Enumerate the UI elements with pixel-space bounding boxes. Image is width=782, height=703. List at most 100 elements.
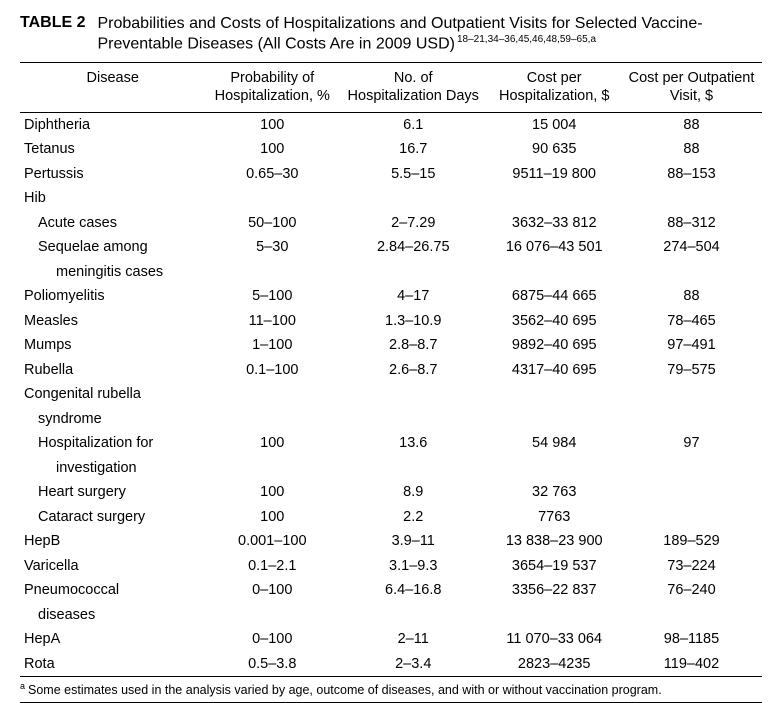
cell-prob: 11–100 [206,309,340,334]
cell-disease: meningitis cases [20,260,206,285]
cell-disease: Diphtheria [20,112,206,137]
cell-costo: 88 [621,112,762,137]
table-row: Sequelae among5–302.84–26.7516 076–43 50… [20,235,762,260]
cell-costh: 15 004 [487,112,621,137]
cell-costo [621,603,762,628]
table-row: Cataract surgery1002.27763 [20,505,762,530]
cell-disease: Tetanus [20,137,206,162]
cell-costh: 3654–19 537 [487,554,621,579]
cell-days: 3.9–11 [339,529,487,554]
cell-days: 4–17 [339,284,487,309]
cell-days: 2–11 [339,627,487,652]
cell-disease: Congenital rubella [20,382,206,407]
table-row: Tetanus10016.790 63588 [20,137,762,162]
cell-disease: Pertussis [20,162,206,187]
cell-costh: 54 984 [487,431,621,456]
cell-costh: 11 070–33 064 [487,627,621,652]
cell-days [339,603,487,628]
cell-disease: Heart surgery [20,480,206,505]
table-body: Diphtheria1006.115 00488Tetanus10016.790… [20,112,762,677]
cell-days: 3.1–9.3 [339,554,487,579]
cell-costo [621,382,762,407]
cell-days: 2–7.29 [339,211,487,236]
cell-days [339,186,487,211]
cell-days: 2–3.4 [339,652,487,677]
cell-days: 1.3–10.9 [339,309,487,334]
cell-prob: 0.1–100 [206,358,340,383]
table-row: Pertussis0.65–305.5–159511–19 80088–153 [20,162,762,187]
cell-costh [487,382,621,407]
cell-prob [206,456,340,481]
cell-prob: 50–100 [206,211,340,236]
cell-costh: 3562–40 695 [487,309,621,334]
cell-costo [621,480,762,505]
cell-days: 2.8–8.7 [339,333,487,358]
table-row: Hib [20,186,762,211]
cell-disease: Rota [20,652,206,677]
cell-costo [621,505,762,530]
cell-costh: 4317–40 695 [487,358,621,383]
cell-prob: 100 [206,480,340,505]
cell-costh: 16 076–43 501 [487,235,621,260]
title-line-1: Probabilities and Costs of Hospitalizati… [97,15,702,32]
cell-prob: 0.1–2.1 [206,554,340,579]
col-header-costout-l2: Visit, $ [670,88,713,104]
col-header-prob-l2: Hospitalization, % [215,88,330,104]
table-row: Heart surgery1008.932 763 [20,480,762,505]
title-superscript: 18–21,34–36,45,46,48,59–65,a [457,34,596,45]
cell-costh: 9892–40 695 [487,333,621,358]
cell-costh: 90 635 [487,137,621,162]
cell-disease: Hib [20,186,206,211]
title-line-2: Preventable Diseases (All Costs Are in 2… [97,35,455,52]
cell-costo: 119–402 [621,652,762,677]
col-header-costhosp-l1: Cost per [527,70,582,86]
cell-prob: 5–30 [206,235,340,260]
cell-disease: Measles [20,309,206,334]
cell-disease: HepB [20,529,206,554]
cell-days: 5.5–15 [339,162,487,187]
cell-costo [621,186,762,211]
cell-days: 13.6 [339,431,487,456]
cell-costo [621,407,762,432]
cell-disease: Rubella [20,358,206,383]
cell-costo: 73–224 [621,554,762,579]
cell-days [339,407,487,432]
cell-costo [621,456,762,481]
table-row: Poliomyelitis5–1004–176875–44 66588 [20,284,762,309]
table-row: Congenital rubella [20,382,762,407]
cell-days: 2.6–8.7 [339,358,487,383]
cell-disease: syndrome [20,407,206,432]
table-row: Hospitalization for10013.654 98497 [20,431,762,456]
cell-costo: 88 [621,284,762,309]
col-header-costhosp: Cost per Hospitalization, $ [487,63,621,112]
col-header-costout-l1: Cost per Outpatient [629,70,755,86]
cell-prob [206,260,340,285]
cell-costh: 32 763 [487,480,621,505]
table-row: HepB0.001–1003.9–1113 838–23 900189–529 [20,529,762,554]
table-footnote: aSome estimates used in the analysis var… [20,677,762,703]
cell-costh [487,186,621,211]
cell-disease: Mumps [20,333,206,358]
table-row: diseases [20,603,762,628]
col-header-prob: Probability of Hospitalization, % [206,63,340,112]
cell-costo: 88–153 [621,162,762,187]
cell-costh: 7763 [487,505,621,530]
cell-prob [206,382,340,407]
cell-costh [487,456,621,481]
cell-costh [487,260,621,285]
cell-costo: 78–465 [621,309,762,334]
col-header-costout: Cost per Outpatient Visit, $ [621,63,762,112]
cell-days: 8.9 [339,480,487,505]
cell-costo: 88–312 [621,211,762,236]
cell-costh: 13 838–23 900 [487,529,621,554]
table-row: Acute cases50–1002–7.293632–33 81288–312 [20,211,762,236]
cell-prob: 1–100 [206,333,340,358]
cell-days [339,260,487,285]
table-row: Rubella0.1–1002.6–8.74317–40 69579–575 [20,358,762,383]
footnote-text: Some estimates used in the analysis vari… [28,683,662,697]
cell-disease: Poliomyelitis [20,284,206,309]
cell-prob: 100 [206,431,340,456]
table-head: Disease Probability of Hospitalization, … [20,63,762,112]
cell-disease: Acute cases [20,211,206,236]
footnote-marker: a [20,681,25,691]
